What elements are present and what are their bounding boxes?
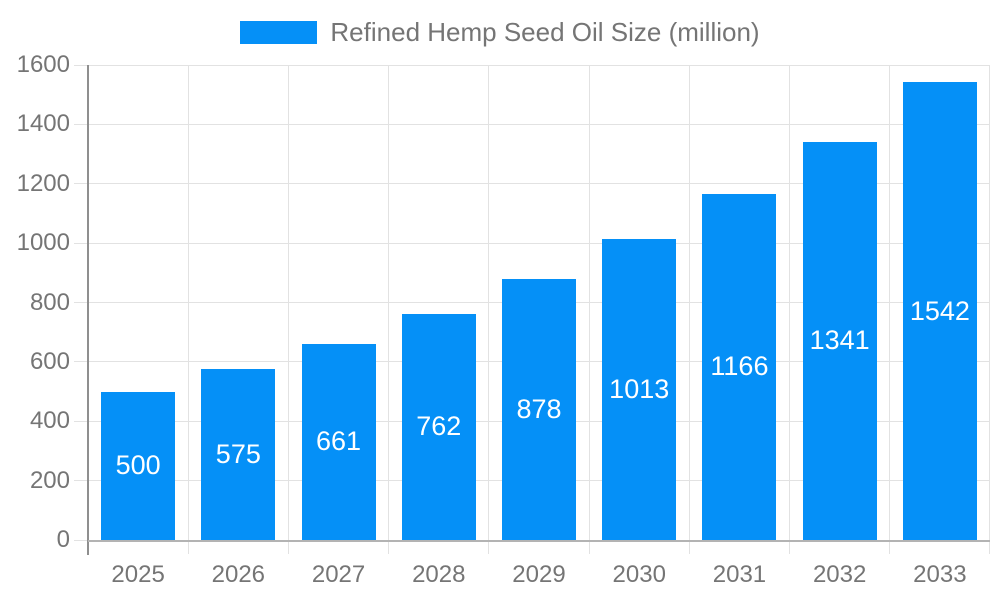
gridline-vertical	[989, 65, 990, 540]
gridline-vertical	[388, 65, 390, 540]
x-axis-tick	[187, 540, 189, 554]
bar[interactable]: 500	[101, 391, 176, 540]
bar-value-label: 762	[416, 411, 462, 442]
y-axis-tick	[74, 64, 88, 66]
gridline-horizontal	[88, 123, 990, 125]
x-axis-tick	[388, 540, 390, 554]
bar[interactable]: 1542	[902, 82, 977, 540]
bar[interactable]: 878	[502, 279, 576, 540]
x-tick-label: 2031	[712, 561, 767, 588]
plot-area: 500 575 661 762 878 1013 1166 1341 1542	[74, 64, 990, 555]
y-tick-label: 200	[29, 466, 70, 494]
y-tick-label: 400	[29, 407, 70, 435]
y-axis-labels: 0 200 400 600 800 1000 1200 1400 1600	[0, 51, 70, 553]
gridline-vertical	[187, 65, 189, 540]
gridline-horizontal	[88, 242, 990, 244]
bar[interactable]: 575	[201, 369, 276, 540]
y-axis-tick	[74, 123, 88, 125]
legend[interactable]: Refined Hemp Seed Oil Size (million)	[0, 16, 1000, 47]
x-tick-label: 2030	[612, 561, 666, 588]
gridline-vertical	[588, 65, 590, 540]
x-axis-tick	[889, 540, 891, 554]
gridline-horizontal	[88, 183, 990, 185]
bar[interactable]: 1166	[702, 193, 777, 540]
x-axis-tick	[989, 540, 990, 554]
gridline-vertical	[688, 65, 690, 540]
x-tick-label: 2028	[412, 561, 466, 588]
x-tick-label: 2032	[812, 561, 867, 588]
y-axis-tick	[74, 361, 88, 363]
bar-value-label: 1013	[609, 374, 670, 405]
y-tick-label: 1600	[16, 51, 70, 78]
bar-value-label: 500	[115, 450, 161, 481]
bar-value-label: 1341	[809, 325, 870, 356]
bar[interactable]: 1013	[602, 239, 677, 540]
x-tick-label: 2027	[311, 561, 366, 588]
x-tick-label: 2026	[211, 561, 266, 588]
x-axis-line	[88, 540, 990, 542]
x-axis-labels: 2025 2026 2027 2028 2029 2030 2031 2032 2033	[88, 561, 990, 591]
gridline-horizontal	[88, 64, 990, 66]
y-axis-tick	[74, 420, 88, 422]
y-axis-tick	[74, 242, 88, 244]
gridline-vertical	[889, 65, 891, 540]
bar-value-label: 575	[215, 439, 261, 470]
bar-value-label: 1166	[710, 351, 769, 382]
gridline-vertical	[287, 65, 289, 540]
gridline-vertical	[488, 65, 490, 540]
bar[interactable]: 762	[401, 313, 476, 540]
y-axis-tick	[74, 539, 88, 541]
bar-value-label: 878	[516, 394, 562, 425]
bar[interactable]: 661	[301, 343, 376, 540]
y-tick-label: 1000	[16, 229, 70, 257]
legend-swatch-icon	[240, 20, 318, 44]
x-axis-tick	[789, 540, 791, 554]
y-axis-tick	[74, 480, 88, 482]
legend-label: Refined Hemp Seed Oil Size (million)	[330, 16, 760, 47]
y-tick-label: 600	[29, 347, 70, 375]
x-tick-label: 2033	[913, 561, 967, 588]
x-axis-tick	[488, 540, 490, 554]
x-tick-label: 2025	[111, 561, 165, 588]
y-tick-label: 1400	[16, 110, 70, 138]
bar-value-label: 1542	[909, 295, 970, 326]
y-axis-line	[87, 65, 89, 555]
y-axis-tick	[74, 302, 88, 303]
gridline-vertical	[789, 65, 791, 540]
y-tick-label: 800	[29, 288, 70, 316]
x-tick-label: 2029	[512, 561, 566, 588]
y-axis-tick	[74, 183, 88, 185]
x-axis-tick	[688, 540, 690, 554]
y-tick-label: 1200	[16, 169, 70, 197]
y-tick-label: 0	[56, 526, 70, 553]
x-axis-tick	[287, 540, 289, 554]
bar-value-label: 661	[316, 426, 362, 457]
bar[interactable]: 1341	[802, 141, 877, 540]
x-axis-tick	[588, 540, 590, 554]
